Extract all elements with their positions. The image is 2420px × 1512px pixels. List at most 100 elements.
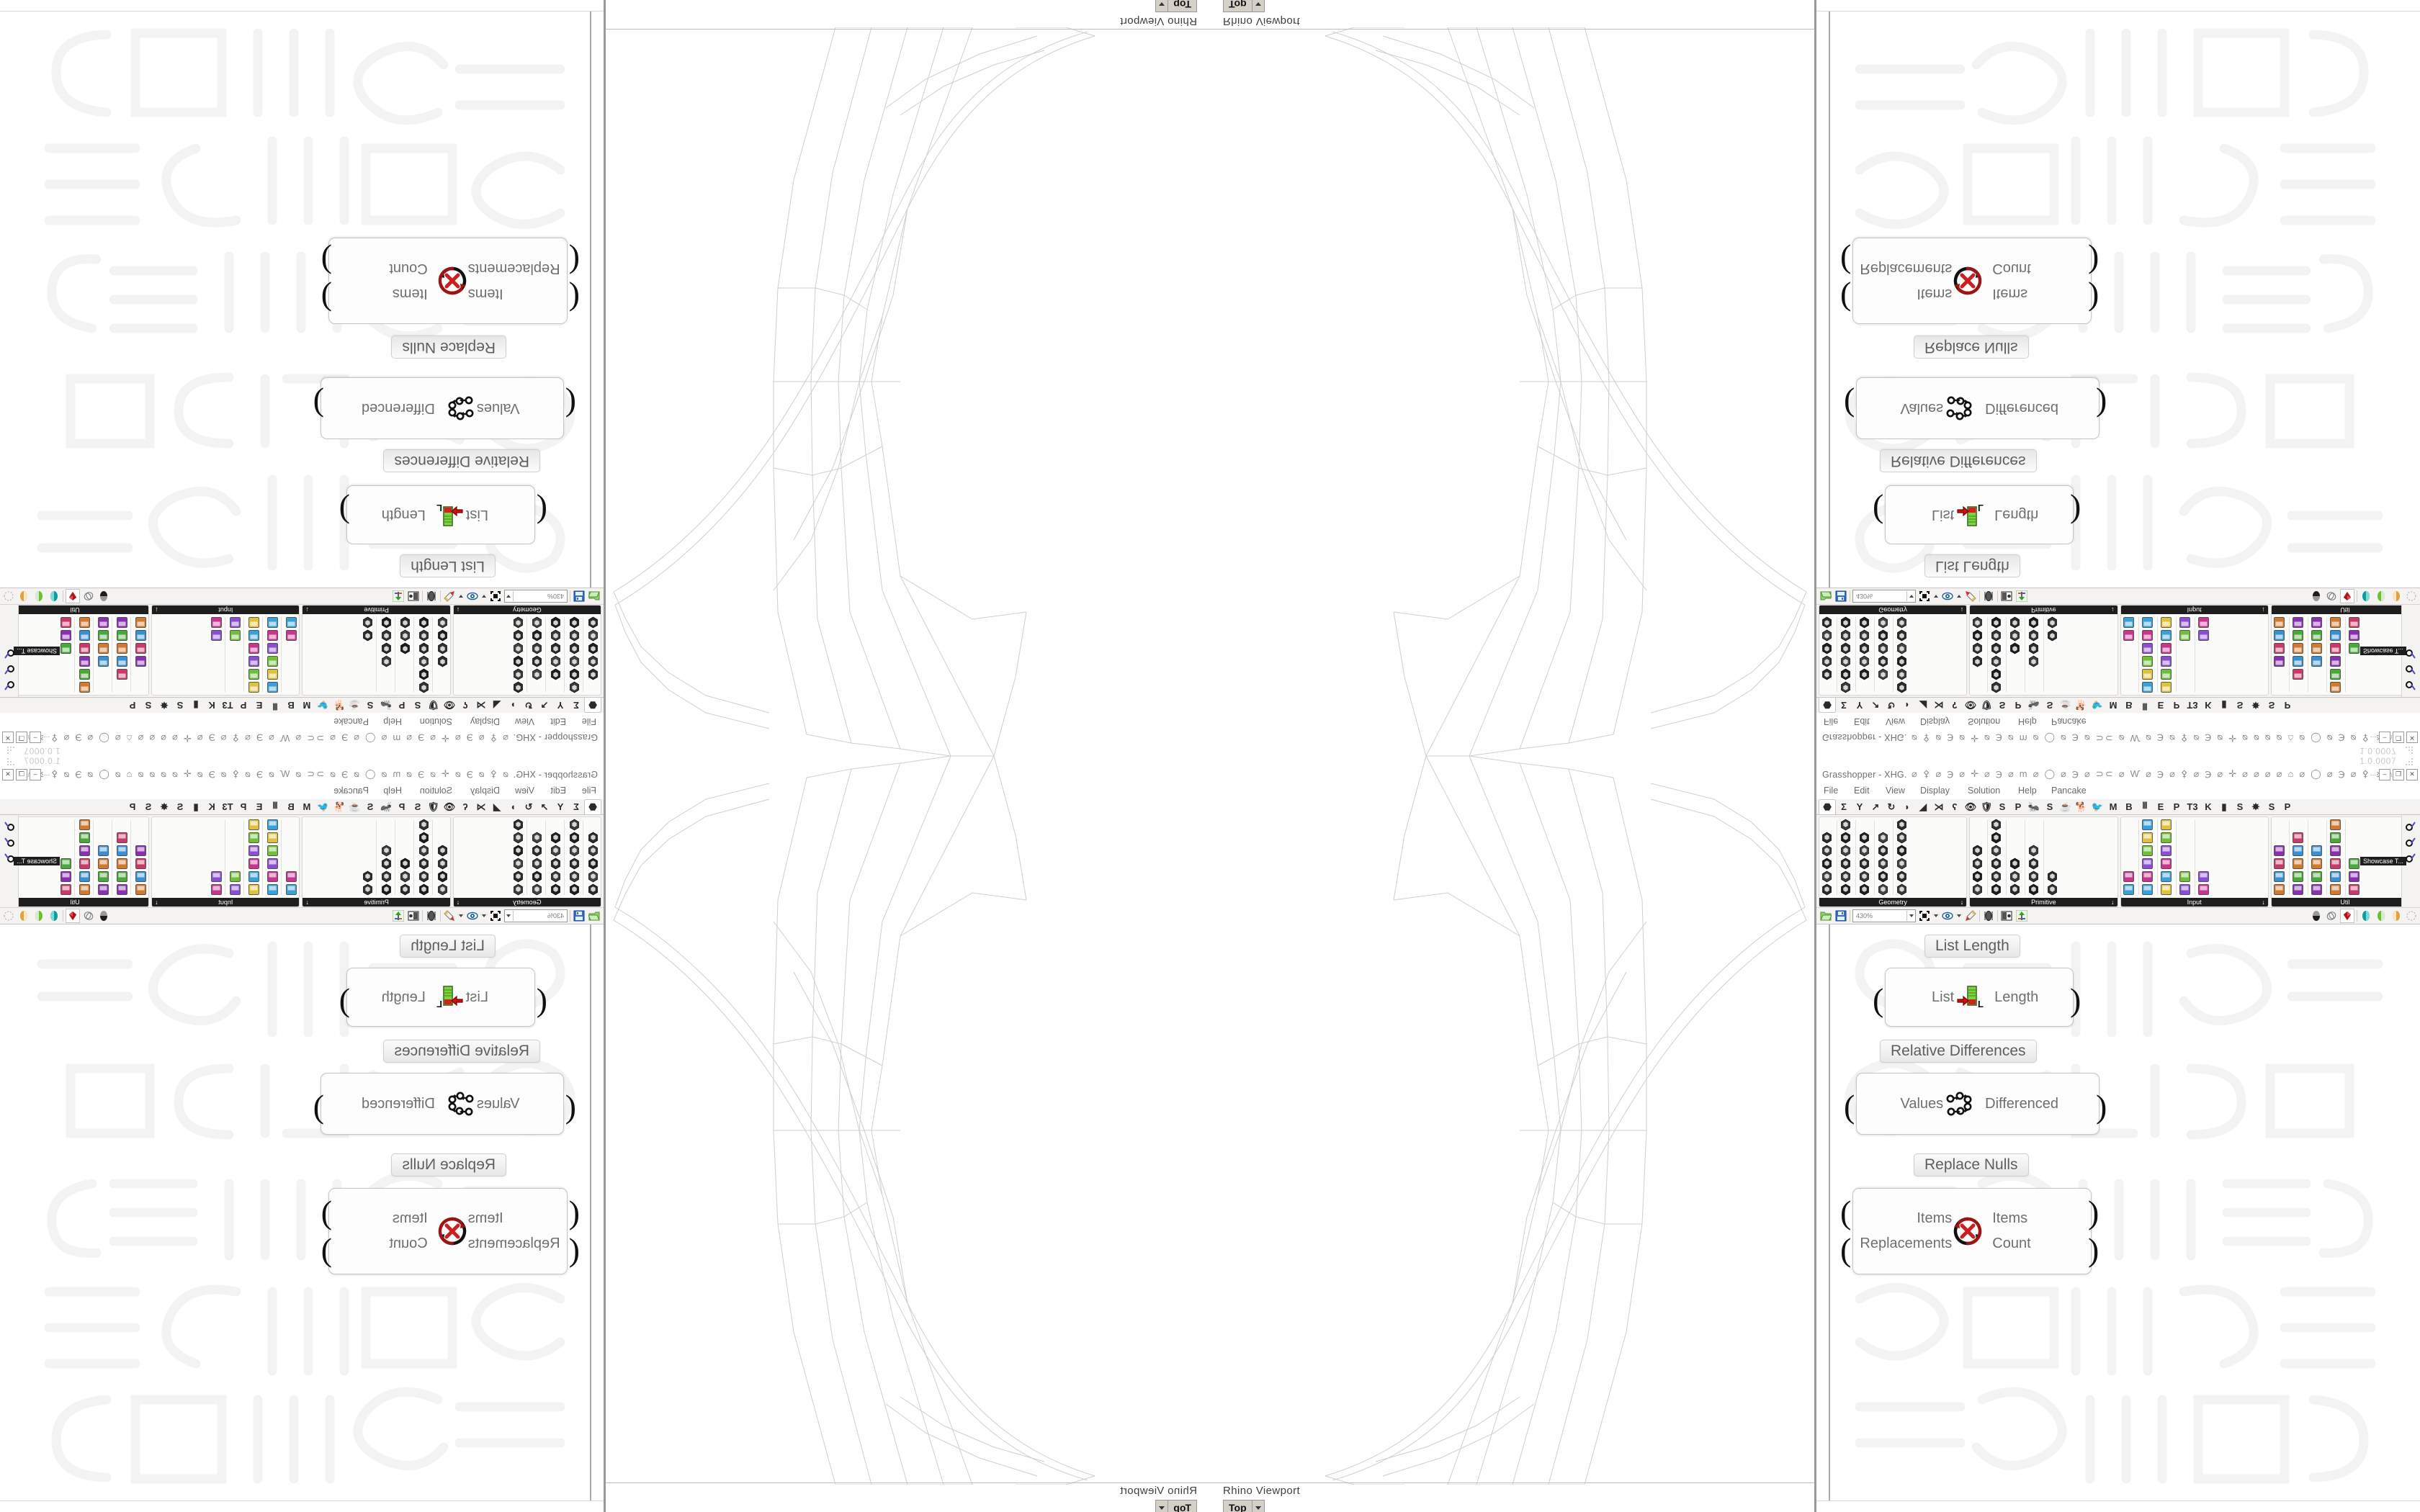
tint-green-icon[interactable] — [2375, 909, 2388, 922]
ribbon-component-icon[interactable] — [1877, 832, 1891, 845]
overflow-icon[interactable]: … — [43, 769, 50, 779]
open-file-icon[interactable] — [1819, 909, 1832, 922]
menu-item-edit[interactable]: Edit — [1854, 716, 1870, 726]
ribbon-tab-bar[interactable]: ⬣ Σ Y ↗ ↻ ◗ ◢ ⋊ ʕ 👁 🛡 S P 🐜 S ☕ 🐕 🐦 M B 𝍫 E P T3 K ▮ S ✸ S P — [0, 799, 604, 815]
input-port-label-list[interactable]: List — [465, 507, 488, 523]
tab-p1[interactable]: P — [2015, 700, 2022, 711]
menu-item-pancake[interactable]: Pancake — [2051, 716, 2087, 726]
viewport-view-dropdown[interactable]: Top — [1223, 1500, 1265, 1512]
tab-s3[interactable]: S — [176, 801, 184, 812]
tab-bird[interactable]: 🐦 — [2091, 700, 2104, 711]
title-bar[interactable]: Grasshopper - XHG. ⌀ ⚴ ⌀ ℈ ⌀ ✛ ⌀ ℈ ⌀ m ⌀… — [0, 728, 604, 744]
tab-glyph[interactable]: 𝍫 — [2142, 799, 2148, 811]
tab-intersect[interactable]: ⋊ — [476, 801, 486, 812]
tab-curve[interactable]: ↻ — [1887, 700, 1896, 711]
tab-kangaroo[interactable]: 🛡 — [427, 700, 440, 711]
output-port-label-differenced[interactable]: Differenced — [1985, 1095, 2059, 1112]
maximize-button[interactable]: ❐ — [2393, 732, 2404, 743]
group-expand-icon[interactable]: ↓ — [2111, 899, 2115, 906]
ribbon-component-icon[interactable] — [2329, 819, 2343, 832]
grasshopper-canvas[interactable]: List Length List L — [0, 12, 604, 588]
showcase-tool-icon[interactable] — [2, 680, 15, 693]
resize-grip-icon[interactable] — [2406, 746, 2414, 754]
ribbon-component-icon[interactable] — [548, 858, 562, 870]
chevron-down-icon[interactable] — [1906, 591, 1915, 601]
output-port-label-length[interactable]: Length — [381, 507, 426, 523]
ribbon-component-icon[interactable] — [1877, 629, 1891, 642]
tab-p2[interactable]: P — [2173, 700, 2180, 711]
bake-icon[interactable] — [443, 909, 456, 922]
ribbon-component-icon[interactable] — [567, 654, 581, 667]
tab-intersect[interactable]: ⋊ — [1934, 700, 1944, 711]
maximize-button[interactable]: ❐ — [16, 732, 27, 743]
ribbon-component-icon[interactable] — [2311, 870, 2324, 883]
ribbon-component-icon[interactable] — [1877, 642, 1891, 654]
ribbon-component-icon[interactable] — [416, 642, 430, 654]
ribbon-component-icon[interactable] — [2141, 870, 2155, 883]
ribbon-component-icon[interactable] — [2009, 858, 2022, 870]
output-port-label-differenced[interactable]: Differenced — [361, 1095, 435, 1112]
ribbon-component-icon[interactable] — [2329, 845, 2343, 858]
ribbon-component-icon[interactable] — [1971, 642, 1985, 654]
group-input[interactable]: Input ↓ — [151, 605, 300, 696]
ribbon-component-icon[interactable] — [586, 883, 599, 896]
ribbon-component-icon[interactable] — [1821, 616, 1834, 629]
ribbon-component-icon[interactable] — [266, 858, 279, 870]
ribbon-component-icon[interactable] — [1971, 858, 1985, 870]
ribbon-component-icon[interactable] — [228, 870, 242, 883]
ribbon-component-icon[interactable] — [115, 832, 128, 845]
ribbon-component-icon[interactable] — [586, 654, 599, 667]
tab-b[interactable]: B — [287, 801, 295, 812]
preview-eye-icon[interactable] — [466, 909, 479, 922]
ribbon-component-icon[interactable] — [133, 629, 147, 642]
ribbon-component-icon[interactable] — [1858, 858, 1872, 870]
tab-b[interactable]: B — [287, 700, 295, 711]
menu-item-pancake[interactable]: Pancake — [333, 716, 369, 726]
ribbon-component-icon[interactable] — [2329, 883, 2343, 896]
tab-display[interactable]: 👁 — [443, 801, 456, 812]
profiler-icon[interactable] — [2000, 590, 2013, 603]
ribbon-component-icon[interactable] — [247, 819, 261, 832]
ribbon-component-icon[interactable] — [1839, 858, 1853, 870]
ribbon-component-icon[interactable] — [1839, 642, 1853, 654]
tab-mesh[interactable]: ◢ — [1919, 801, 1927, 812]
group-expand-icon[interactable]: ↓ — [155, 899, 158, 906]
ribbon-component-icon[interactable] — [548, 642, 562, 654]
ribbon-component-icon[interactable] — [379, 642, 393, 654]
ribbon-component-icon[interactable] — [1821, 870, 1834, 883]
ribbon-component-icon[interactable] — [1971, 845, 1985, 858]
ribbon-component-icon[interactable] — [77, 832, 91, 845]
input-port-label-replacements[interactable]: Replacements — [1860, 1236, 1953, 1251]
ribbon-component-icon[interactable] — [2311, 883, 2324, 896]
tab-surface[interactable]: ◗ — [1904, 801, 1910, 812]
tab-s2[interactable]: S — [2046, 801, 2053, 812]
dropdown-caret-icon[interactable] — [458, 909, 464, 922]
ribbon-component-icon[interactable] — [247, 845, 261, 858]
ribbon-component-icon[interactable] — [2160, 883, 2174, 896]
tab-vector[interactable]: ↗ — [1871, 801, 1880, 812]
viewport-view-dropdown[interactable]: Top — [1223, 0, 1265, 12]
cluster-icon[interactable] — [392, 909, 405, 922]
window-buttons[interactable]: … – ❐ ✕ — [2370, 769, 2418, 780]
tab-t3[interactable]: T3 — [222, 801, 233, 812]
ribbon-component-icon[interactable] — [529, 845, 543, 858]
tab-e[interactable]: E — [256, 700, 263, 711]
tab-params[interactable]: ⬣ — [1819, 698, 1836, 713]
ribbon-component-icon[interactable] — [379, 883, 393, 896]
ribbon-component-icon[interactable] — [416, 883, 430, 896]
group-expand-icon[interactable]: ↓ — [1960, 899, 1964, 906]
ribbon-component-icon[interactable] — [2027, 870, 2041, 883]
tab-k[interactable]: K — [208, 801, 215, 812]
ribbon-component-icon[interactable] — [2348, 616, 2362, 629]
group-expand-icon[interactable]: ↓ — [456, 606, 460, 613]
tab-cup[interactable]: ☕ — [348, 700, 361, 711]
ribbon-component-icon[interactable] — [529, 667, 543, 680]
output-port-label-items[interactable]: Items — [1992, 286, 2028, 302]
ribbon-component-icon[interactable] — [2292, 654, 2305, 667]
ribbon-component-icon[interactable] — [567, 883, 581, 896]
ribbon-component-icon[interactable] — [529, 832, 543, 845]
ribbon-component-icon[interactable] — [266, 870, 279, 883]
ribbon-component-icon[interactable] — [2292, 616, 2305, 629]
ribbon-component-icon[interactable] — [2179, 883, 2192, 896]
ribbon-component-icon[interactable] — [2329, 642, 2343, 654]
